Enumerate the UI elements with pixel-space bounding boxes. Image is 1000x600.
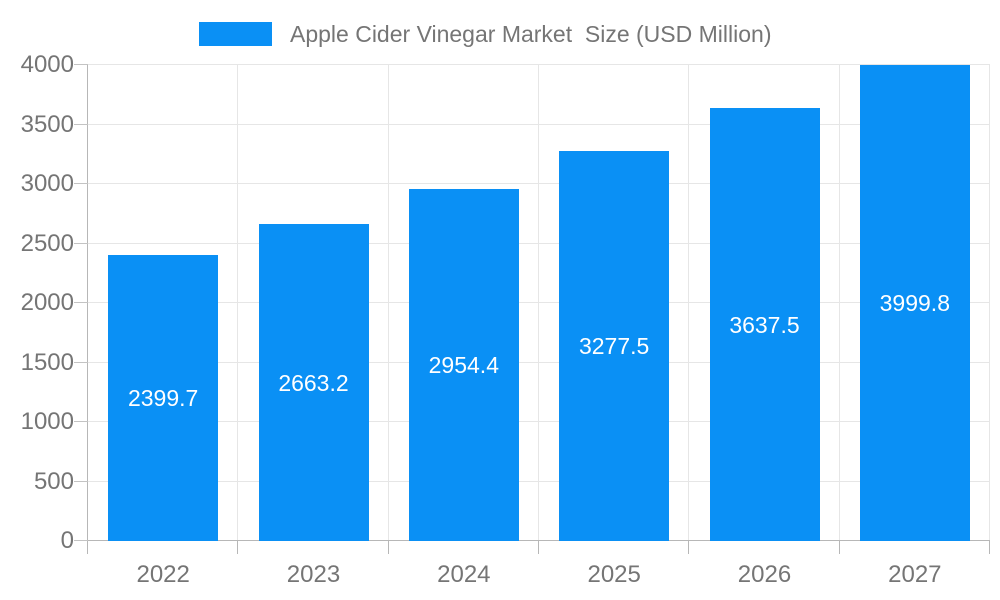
x-tick-label: 2027 [888, 561, 942, 588]
bar-2027[interactable] [859, 65, 970, 541]
bar-value-label: 3637.5 [729, 311, 800, 338]
x-tick-label: 2026 [737, 561, 792, 588]
y-tick-label: 2000 [20, 289, 74, 316]
legend: Apple Cider Vinegar Market Size (USD Mil… [0, 0, 1000, 60]
y-axis-tick [74, 421, 88, 422]
y-tick-label: 2500 [20, 229, 74, 257]
x-tick-label: 2025 [587, 561, 641, 588]
y-tick-label: 3000 [20, 170, 74, 197]
bar-value-label: 2954.4 [428, 352, 499, 379]
x-axis-tick [688, 541, 690, 554]
gridline-vertical [237, 65, 239, 541]
gridline-horizontal [88, 421, 990, 422]
y-axis-tick [74, 361, 88, 363]
gridline-horizontal [88, 64, 990, 65]
bar-value-label: 3999.8 [879, 290, 950, 316]
bar-2023[interactable] [258, 224, 369, 541]
gridline-horizontal [88, 242, 990, 244]
legend-label: Apple Cider Vinegar Market Size (USD Mil… [290, 21, 772, 47]
bar-2022[interactable] [108, 255, 219, 541]
x-axis-tick [989, 541, 990, 554]
x-tick-label: 2022 [136, 561, 190, 588]
x-tick-label: 2023 [286, 561, 341, 588]
y-tick-label: 1500 [20, 348, 74, 376]
bar-2025[interactable] [559, 150, 670, 541]
gridline-vertical [688, 65, 690, 541]
gridline-vertical [538, 65, 539, 541]
x-axis-tick [538, 541, 539, 554]
x-axis-tick [838, 541, 840, 554]
bar-2026[interactable] [709, 108, 820, 541]
y-tick-label: 500 [33, 467, 74, 495]
gridline-horizontal [88, 302, 990, 303]
gridline-vertical [989, 65, 990, 541]
y-axis-tick [74, 302, 88, 303]
gridline-vertical [387, 65, 389, 541]
bar-value-label: 2399.7 [127, 385, 199, 412]
y-axis-tick [74, 183, 88, 184]
y-tick-label: 4000 [20, 51, 74, 78]
y-tick-label: 1000 [20, 408, 74, 435]
gridline-vertical [838, 65, 840, 541]
y-tick-label: 0 [60, 527, 74, 554]
y-axis-tick [74, 123, 88, 125]
bar-value-label: 2663.2 [278, 369, 349, 396]
bar-value-label: 3277.5 [578, 332, 650, 359]
gridline-horizontal [88, 361, 990, 363]
y-axis-line [87, 65, 88, 541]
legend-swatch [199, 22, 272, 46]
x-axis-tick [237, 541, 239, 554]
x-tick-label: 2024 [437, 561, 491, 588]
y-axis-tick [74, 480, 88, 482]
gridline-horizontal [88, 480, 990, 482]
x-axis-tick [87, 541, 88, 554]
y-axis-tick [74, 540, 88, 541]
gridline-horizontal [88, 183, 990, 184]
y-tick-label: 3500 [20, 110, 74, 138]
x-axis-line [88, 540, 990, 541]
y-axis-tick [74, 242, 88, 244]
bar-2024[interactable] [408, 189, 519, 541]
x-axis-tick [387, 541, 389, 554]
gridline-horizontal [88, 123, 990, 125]
y-axis-tick [74, 64, 88, 65]
